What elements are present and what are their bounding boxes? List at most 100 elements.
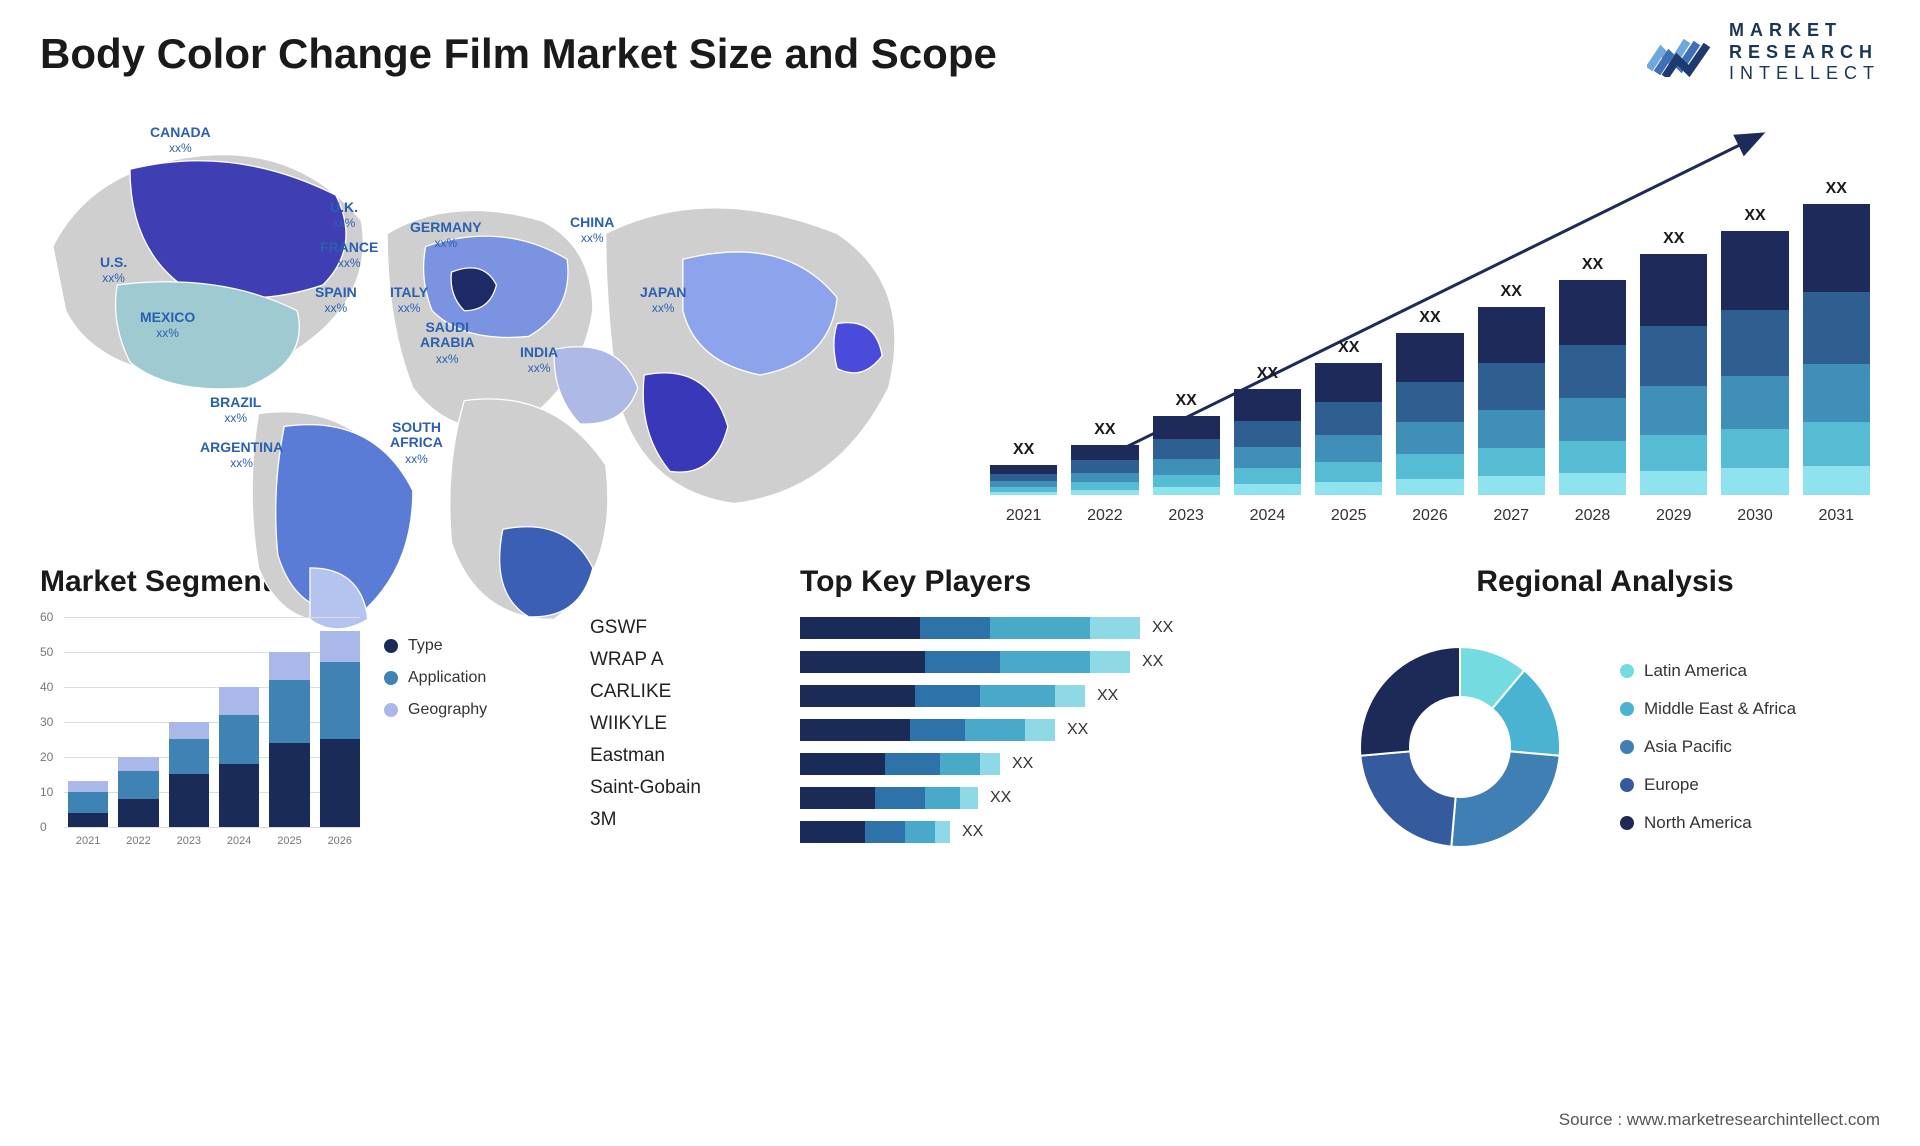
player-value: XX [1142,653,1163,671]
segmentation-bar [269,652,309,827]
logo-line1: MARKET [1729,20,1880,42]
player-value: XX [990,789,1011,807]
x-tick: 2024 [219,835,259,847]
legend-item: Asia Pacific [1620,737,1796,757]
segmentation-bar [118,757,158,827]
y-tick: 30 [40,715,53,729]
growth-bar-value: XX [1419,309,1440,327]
source-attribution: Source : www.marketresearchintellect.com [1559,1110,1880,1130]
growth-bar: XX [1315,339,1382,495]
growth-year-label: 2029 [1640,507,1707,525]
growth-year-label: 2028 [1559,507,1626,525]
map-label: ITALYxx% [390,285,428,316]
growth-bar-value: XX [1175,392,1196,410]
player-value: XX [1067,721,1088,739]
growth-year-label: 2027 [1478,507,1545,525]
map-label: BRAZILxx% [210,395,261,426]
page-title: Body Color Change Film Market Size and S… [40,20,997,78]
key-player-name: WRAP A [590,649,770,671]
key-player-name: WIIKYLE [590,713,770,735]
legend-label: Geography [408,701,487,719]
player-bar-row: XX [800,651,1300,673]
key-player-name: Saint-Gobain [590,777,770,799]
map-label: ARGENTINAxx% [200,440,283,471]
legend-label: Asia Pacific [1644,737,1732,757]
y-tick: 20 [40,750,53,764]
segmentation-bar [169,722,209,827]
x-tick: 2023 [169,835,209,847]
player-bar-row: XX [800,753,1300,775]
player-bar-row: XX [800,685,1300,707]
growth-bar: XX [1396,309,1463,495]
world-map-icon [40,105,940,645]
growth-bar-value: XX [1501,283,1522,301]
map-label: FRANCExx% [320,240,378,271]
map-label: INDIAxx% [520,345,558,376]
player-value: XX [1097,687,1118,705]
map-label: U.K.xx% [330,200,358,231]
growth-bar-value: XX [1094,421,1115,439]
growth-bar: XX [1234,365,1301,495]
legend-item: Latin America [1620,661,1796,681]
regional-panel: Regional Analysis Latin America Middle Ea… [1330,565,1880,877]
map-label: MEXICOxx% [140,310,195,341]
legend-swatch-icon [1620,664,1634,678]
growth-year-label: 2023 [1153,507,1220,525]
growth-year-label: 2026 [1396,507,1463,525]
legend-item: Application [384,669,487,687]
regional-heading: Regional Analysis [1330,565,1880,599]
y-tick: 0 [40,820,47,834]
legend-item: Europe [1620,775,1796,795]
segmentation-bar [219,687,259,827]
header: Body Color Change Film Market Size and S… [40,20,1880,85]
map-label: JAPANxx% [640,285,686,316]
regional-donut-chart [1330,617,1590,877]
growth-bar: XX [1071,421,1138,494]
map-label: SPAINxx% [315,285,357,316]
y-tick: 50 [40,645,53,659]
growth-bar: XX [1559,256,1626,494]
legend-label: Application [408,669,486,687]
map-label: U.S.xx% [100,255,127,286]
legend-swatch-icon [1620,740,1634,754]
player-value: XX [1012,755,1033,773]
map-label: SAUDIARABIAxx% [420,320,474,366]
key-player-name: CARLIKE [590,681,770,703]
map-label: CANADAxx% [150,125,211,156]
growth-bar-value: XX [1663,230,1684,248]
player-bar-row: XX [800,821,1300,843]
growth-bar: XX [1803,180,1870,494]
brand-logo: MARKET RESEARCH INTELLECT [1647,20,1880,85]
world-map-panel: CANADAxx% U.S.xx% MEXICOxx% BRAZILxx% ARGENT… [40,105,940,525]
legend-label: Middle East & Africa [1644,699,1796,719]
regional-legend: Latin America Middle East & Africa Asia Pa… [1620,661,1796,833]
logo-mark-icon [1647,27,1717,77]
map-label: SOUTHAFRICAxx% [390,420,443,466]
legend-swatch-icon [1620,816,1634,830]
key-player-name: Eastman [590,745,770,767]
segmentation-bar [68,781,108,827]
legend-swatch-icon [384,703,398,717]
segmentation-legend: TypeApplicationGeography [384,617,487,847]
logo-line3: INTELLECT [1729,63,1880,85]
legend-label: North America [1644,813,1752,833]
growth-bar-value: XX [1338,339,1359,357]
legend-swatch-icon [1620,702,1634,716]
growth-year-label: 2022 [1071,507,1138,525]
y-tick: 60 [40,610,53,624]
growth-year-label: 2024 [1234,507,1301,525]
legend-swatch-icon [384,671,398,685]
logo-text: MARKET RESEARCH INTELLECT [1729,20,1880,85]
growth-bar: XX [1721,207,1788,495]
player-bar-row: XX [800,787,1300,809]
growth-bar: XX [1640,230,1707,495]
growth-bar: XX [990,441,1057,495]
y-tick: 10 [40,785,53,799]
legend-item: Middle East & Africa [1620,699,1796,719]
segmentation-chart: 0102030405060202120222023202420252026 [40,617,360,847]
growth-chart-panel: XXXXXXXXXXXXXXXXXXXXXX 20212022202320242… [980,105,1880,525]
growth-bar-value: XX [1013,441,1034,459]
x-tick: 2022 [118,835,158,847]
legend-label: Europe [1644,775,1699,795]
growth-bar-value: XX [1744,207,1765,225]
